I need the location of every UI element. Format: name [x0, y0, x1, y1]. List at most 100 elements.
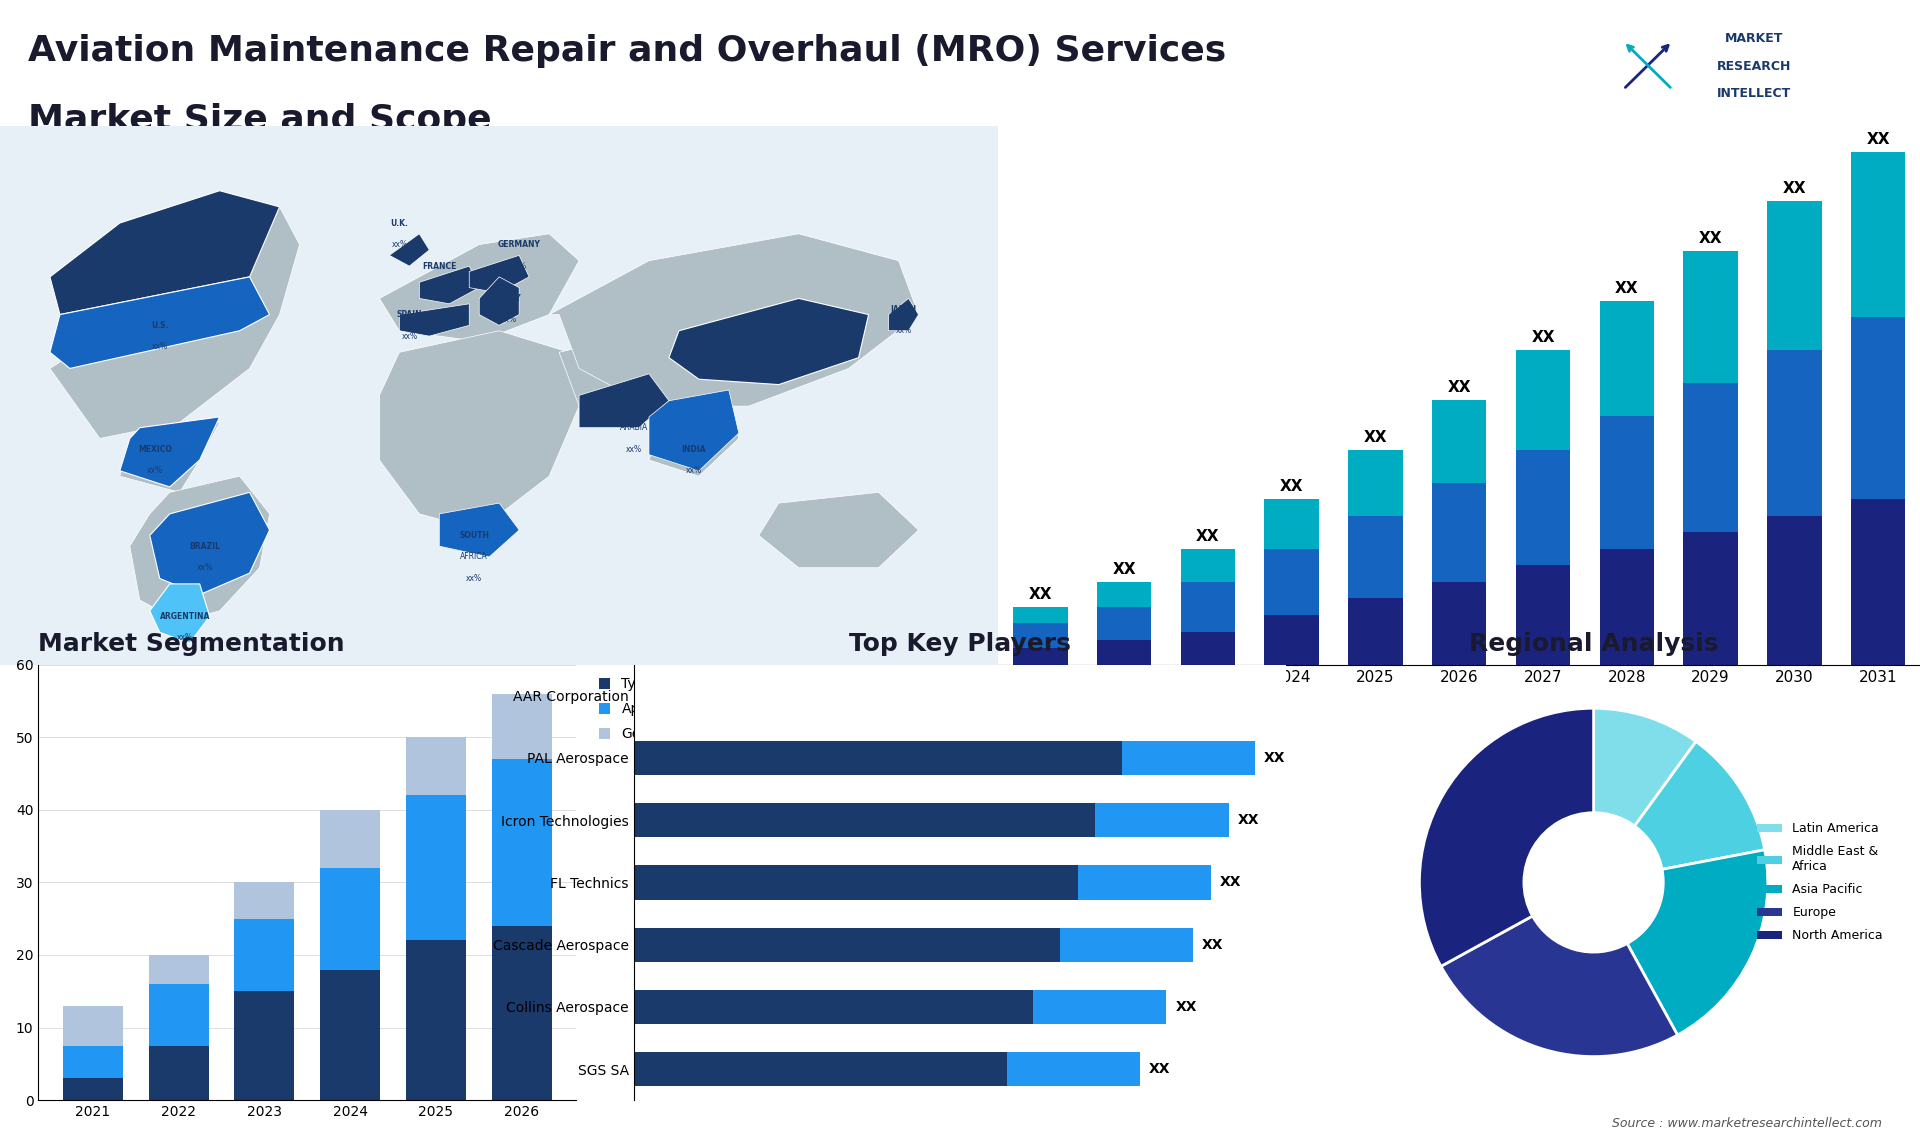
FancyBboxPatch shape: [1569, 0, 1907, 140]
Polygon shape: [580, 374, 668, 427]
Bar: [492, 693, 551, 759]
Text: XX: XX: [1219, 876, 1242, 889]
Text: XX: XX: [1782, 181, 1807, 196]
Text: Aviation Maintenance Repair and Overhaul (MRO) Services: Aviation Maintenance Repair and Overhaul…: [27, 34, 1225, 69]
Polygon shape: [399, 304, 468, 336]
Bar: [405, 795, 467, 941]
Text: SOUTH: SOUTH: [459, 531, 490, 540]
Text: xx%: xx%: [432, 283, 447, 292]
Polygon shape: [119, 417, 219, 487]
Text: XX: XX: [1448, 380, 1471, 395]
Bar: [1096, 639, 1152, 665]
Legend: Latin America, Middle East &
Africa, Asia Pacific, Europe, North America: Latin America, Middle East & Africa, Asi…: [1753, 817, 1887, 948]
Polygon shape: [468, 256, 530, 293]
Text: xx%: xx%: [401, 331, 417, 340]
Text: INDIA: INDIA: [682, 445, 707, 454]
Bar: [1684, 251, 1738, 384]
Bar: [1014, 606, 1068, 623]
Bar: [634, 990, 1033, 1025]
Bar: [1077, 865, 1212, 900]
Text: MARKET: MARKET: [1724, 32, 1784, 45]
Text: XX: XX: [1363, 430, 1386, 445]
Polygon shape: [649, 395, 739, 477]
Bar: [63, 1006, 123, 1045]
Text: XX: XX: [1281, 479, 1304, 494]
Polygon shape: [150, 584, 209, 643]
Bar: [148, 955, 209, 984]
Polygon shape: [50, 277, 269, 369]
Text: BRAZIL: BRAZIL: [190, 542, 221, 551]
Bar: [1599, 300, 1653, 416]
Text: Market Size and Scope: Market Size and Scope: [27, 103, 492, 138]
Bar: [321, 868, 380, 970]
Text: U.K.: U.K.: [390, 219, 409, 228]
Polygon shape: [480, 277, 518, 325]
Bar: [492, 926, 551, 1100]
Bar: [1432, 482, 1486, 582]
Bar: [1348, 598, 1404, 665]
Text: MEXICO: MEXICO: [138, 445, 171, 454]
Text: xx%: xx%: [146, 466, 163, 476]
Text: XX: XX: [1238, 814, 1260, 827]
Polygon shape: [50, 206, 300, 439]
Polygon shape: [419, 266, 480, 304]
Legend: Type, Application, Geography: Type, Application, Geography: [593, 672, 705, 747]
Text: XX: XX: [1699, 231, 1722, 246]
Bar: [1851, 151, 1905, 317]
Text: ARABIA: ARABIA: [620, 423, 649, 432]
Bar: [1265, 500, 1319, 549]
Bar: [1060, 927, 1192, 961]
Text: FRANCE: FRANCE: [422, 261, 457, 270]
Text: CHINA: CHINA: [764, 327, 793, 336]
Bar: [1851, 500, 1905, 665]
Bar: [1684, 384, 1738, 532]
Text: xx%: xx%: [177, 634, 192, 642]
Bar: [1096, 606, 1152, 639]
Polygon shape: [668, 298, 868, 385]
Text: SAUDI: SAUDI: [620, 401, 647, 410]
Bar: [634, 803, 1096, 838]
Polygon shape: [549, 234, 918, 406]
Bar: [1096, 582, 1152, 606]
Bar: [234, 919, 294, 991]
Text: XX: XX: [1202, 937, 1223, 951]
Bar: [1851, 317, 1905, 500]
Text: xx%: xx%: [196, 563, 213, 572]
Bar: [1515, 449, 1571, 565]
Text: xx%: xx%: [152, 343, 167, 352]
Bar: [321, 970, 380, 1100]
Polygon shape: [440, 503, 518, 557]
Bar: [1515, 351, 1571, 449]
Text: XX: XX: [1112, 562, 1137, 576]
Bar: [1014, 623, 1068, 649]
Text: Source : www.marketresearchintellect.com: Source : www.marketresearchintellect.com: [1611, 1116, 1882, 1130]
Bar: [405, 941, 467, 1100]
Bar: [1096, 803, 1229, 838]
Text: xx%: xx%: [685, 466, 703, 476]
Text: xx%: xx%: [157, 251, 173, 260]
Bar: [634, 741, 1121, 775]
Text: XX: XX: [1148, 1062, 1169, 1076]
Polygon shape: [380, 331, 580, 529]
Wedge shape: [1634, 741, 1764, 870]
Text: SPAIN: SPAIN: [397, 311, 422, 319]
Text: XX: XX: [1175, 999, 1196, 1014]
Text: CANADA: CANADA: [146, 229, 182, 238]
Title: Top Key Players: Top Key Players: [849, 631, 1071, 656]
Bar: [1515, 565, 1571, 665]
Text: AFRICA: AFRICA: [461, 552, 488, 562]
Bar: [1599, 416, 1653, 549]
Wedge shape: [1626, 850, 1768, 1035]
Bar: [1766, 516, 1822, 665]
Title: Regional Analysis: Regional Analysis: [1469, 631, 1718, 656]
Bar: [405, 737, 467, 795]
Text: xx%: xx%: [467, 574, 482, 583]
Bar: [1265, 615, 1319, 665]
Text: RESEARCH: RESEARCH: [1716, 60, 1791, 72]
Polygon shape: [390, 234, 430, 266]
Bar: [148, 1045, 209, 1100]
Text: XX: XX: [1866, 132, 1889, 147]
Text: xx%: xx%: [392, 240, 407, 249]
Text: INTELLECT: INTELLECT: [1716, 87, 1791, 100]
Polygon shape: [119, 423, 219, 493]
